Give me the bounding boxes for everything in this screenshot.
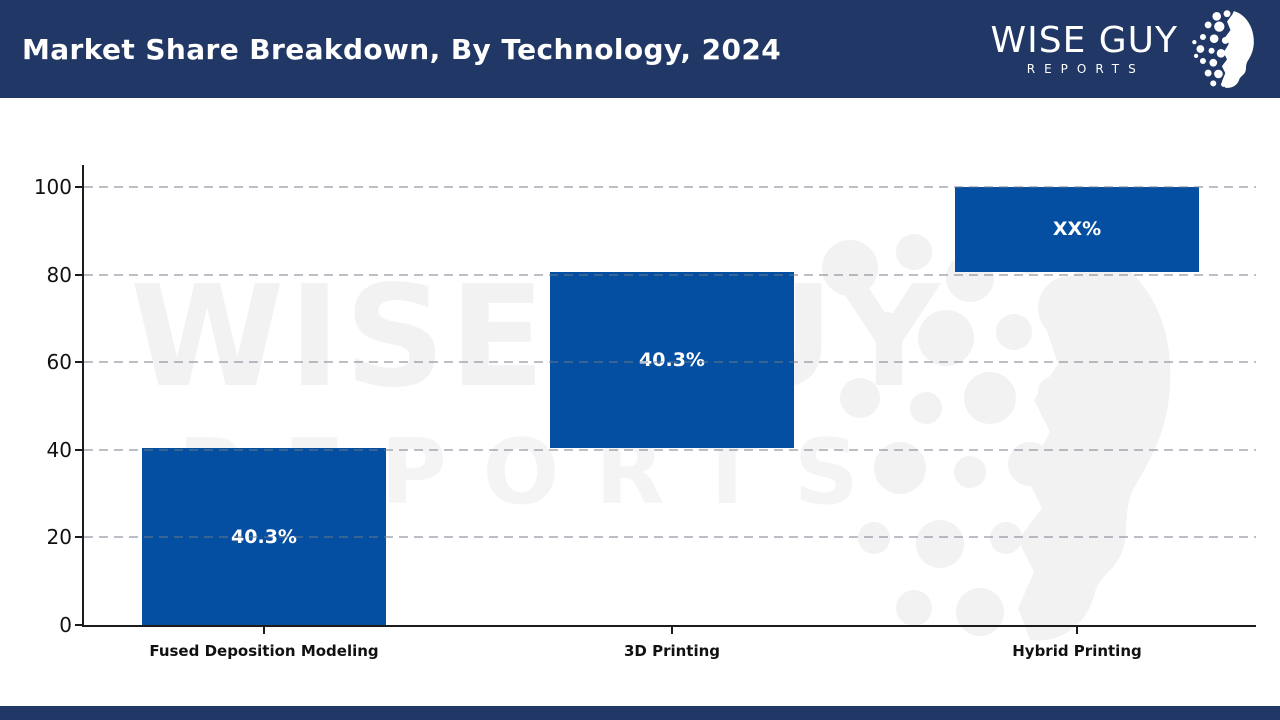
gridline-y100: [84, 185, 1256, 188]
page-title: Market Share Breakdown, By Technology, 2…: [22, 32, 782, 66]
y-tick-mark: [75, 185, 82, 188]
y-tick-mark: [75, 448, 82, 451]
y-axis: [82, 165, 84, 627]
gridline-y20: [84, 536, 1256, 539]
gridline-y80: [84, 273, 1256, 276]
bar-value-label: 40.3%: [639, 349, 705, 371]
y-tick-label: 100: [33, 174, 72, 199]
logo-wordmark: WISE GUY: [990, 19, 1178, 61]
y-tick-label: 0: [59, 613, 72, 637]
x-tick-mark: [263, 627, 265, 634]
y-tick-mark: [75, 361, 82, 364]
y-tick-label: 20: [46, 525, 72, 550]
y-tick-mark: [75, 273, 82, 276]
bar-value-label: XX%: [1052, 218, 1102, 241]
gridline-y40: [84, 448, 1256, 451]
logo-text: WISE GUY REPORTS: [990, 19, 1179, 76]
bar-fused-deposition-modeling: 40.3%: [142, 448, 386, 625]
logo-head-icon: [1192, 10, 1254, 88]
x-axis: [82, 625, 1256, 627]
bar-3d-printing: 40.3%: [550, 271, 794, 449]
header-bar: Market Share Breakdown, By Technology, 2…: [0, 0, 1280, 98]
x-tick-mark: [671, 627, 673, 634]
logo-subtext: REPORTS: [1026, 61, 1145, 76]
plot-region: 0 20 40 60 80 100 40.3% Fused Deposition Modeli…: [34, 165, 1256, 660]
wiseguy-logo: WISE GUY REPORTS: [991, 6, 1259, 92]
x-tick-label-2: 3D Printing: [623, 642, 721, 660]
footer-bar: [0, 706, 1280, 720]
y-tick-label: 60: [46, 350, 72, 375]
y-tick-mark: [75, 624, 82, 626]
gridline-y60: [84, 361, 1256, 364]
chart-area: WISE GUY REPORTS: [0, 98, 1280, 706]
bar-hybrid-printing: XX%: [955, 186, 1199, 272]
x-tick-mark: [1076, 627, 1078, 634]
y-tick-mark: [75, 536, 82, 539]
y-tick-label: 80: [46, 262, 72, 287]
x-tick-label-1: Fused Deposition Modeling: [149, 642, 379, 660]
bar-value-label: 40.3%: [231, 525, 297, 548]
x-tick-label-3: Hybrid Printing: [1012, 642, 1142, 660]
y-tick-label: 40: [46, 437, 72, 462]
